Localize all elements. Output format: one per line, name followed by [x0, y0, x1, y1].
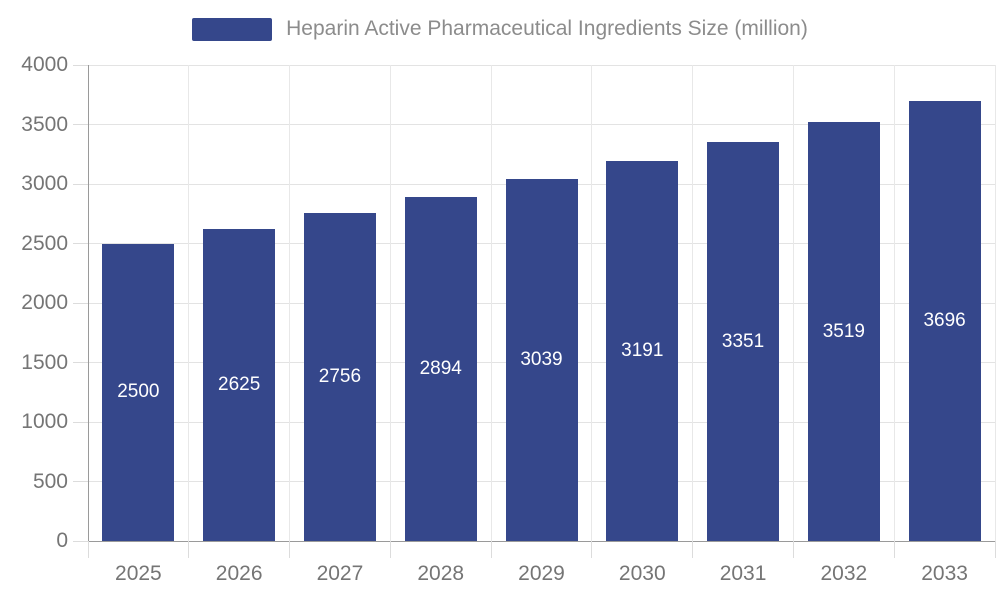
bar-value-label: 2500 — [117, 381, 160, 403]
vertical-gridline — [792, 65, 794, 541]
y-axis-label: 4000 — [21, 53, 68, 76]
bar-value-label: 3696 — [923, 310, 966, 332]
bar-2031[interactable] — [707, 142, 780, 541]
x-axis-tick — [994, 541, 996, 558]
vertical-gridline — [490, 65, 492, 541]
bar-2028[interactable] — [404, 196, 477, 541]
x-axis-label: 2026 — [215, 562, 263, 585]
y-axis-tick — [73, 243, 88, 244]
horizontal-gridline — [88, 64, 995, 66]
bar-2025[interactable] — [102, 243, 175, 541]
vertical-gridline — [289, 65, 291, 541]
vertical-gridline — [994, 65, 996, 541]
x-axis-tick — [893, 541, 895, 558]
x-axis-tick — [591, 541, 593, 558]
x-axis-label: 2027 — [316, 562, 364, 585]
x-axis-tick — [792, 541, 794, 558]
vertical-gridline — [893, 65, 895, 541]
x-axis-label: 2028 — [417, 562, 465, 585]
bar-2033[interactable] — [908, 101, 981, 541]
bar-value-label: 3191 — [621, 340, 664, 362]
x-axis-tick — [188, 541, 190, 558]
legend-swatch — [192, 17, 273, 41]
x-axis-label: 2029 — [518, 562, 565, 585]
y-axis-tick — [73, 540, 88, 542]
y-axis-label: 0 — [56, 529, 68, 552]
x-axis-tick — [289, 541, 291, 558]
vertical-gridline — [591, 65, 593, 541]
y-axis-label: 2500 — [21, 231, 68, 255]
y-axis-tick — [73, 481, 88, 482]
x-axis-tick — [490, 541, 492, 558]
bar-value-label: 2894 — [419, 357, 462, 379]
bar-2030[interactable] — [606, 161, 679, 541]
x-axis-label: 2033 — [921, 562, 968, 585]
y-axis-label: 500 — [32, 469, 68, 493]
vertical-gridline — [389, 65, 391, 541]
bar-2027[interactable] — [303, 213, 376, 541]
y-axis-tick — [73, 421, 88, 423]
y-axis-tick — [73, 64, 88, 66]
x-axis-line — [87, 541, 995, 542]
x-axis-label: 2030 — [618, 562, 666, 585]
y-axis-tick — [73, 302, 88, 304]
bar-2032[interactable] — [807, 122, 880, 541]
plot-area: 0 500 1000 1500 2000 2500 3000 3500 4000 2025 2026… — [21, 53, 996, 585]
vertical-gridline — [692, 65, 694, 541]
y-axis-line — [88, 65, 89, 541]
bar-value-label: 3351 — [721, 330, 765, 352]
y-axis-tick — [73, 183, 88, 185]
bar-value-label: 3039 — [520, 349, 563, 371]
horizontal-gridline — [88, 124, 995, 125]
y-axis-label: 3500 — [21, 112, 68, 136]
x-axis-label: 2032 — [820, 562, 868, 585]
bar-value-label: 2625 — [218, 373, 261, 395]
bar-value-label: 3519 — [822, 320, 865, 342]
bar-2029[interactable] — [505, 179, 578, 541]
legend[interactable]: Heparin Active Pharmaceutical Ingredient… — [0, 17, 1000, 41]
x-axis-label: 2031 — [719, 562, 767, 585]
vertical-gridline — [188, 65, 190, 541]
bar-value-label: 2756 — [318, 366, 362, 388]
y-axis-label: 1000 — [21, 410, 68, 433]
legend-label: Heparin Active Pharmaceutical Ingredient… — [286, 17, 808, 40]
bar-2026[interactable] — [203, 228, 276, 541]
x-axis-tick — [692, 541, 694, 558]
y-axis-tick — [73, 124, 88, 125]
x-axis-tick — [87, 541, 89, 558]
x-axis-tick — [389, 541, 391, 558]
x-axis-label: 2025 — [115, 562, 162, 585]
y-axis-tick — [73, 362, 88, 363]
y-axis-label: 3000 — [21, 172, 68, 195]
y-axis-label: 2000 — [21, 291, 68, 314]
y-axis-label: 1500 — [21, 350, 68, 374]
